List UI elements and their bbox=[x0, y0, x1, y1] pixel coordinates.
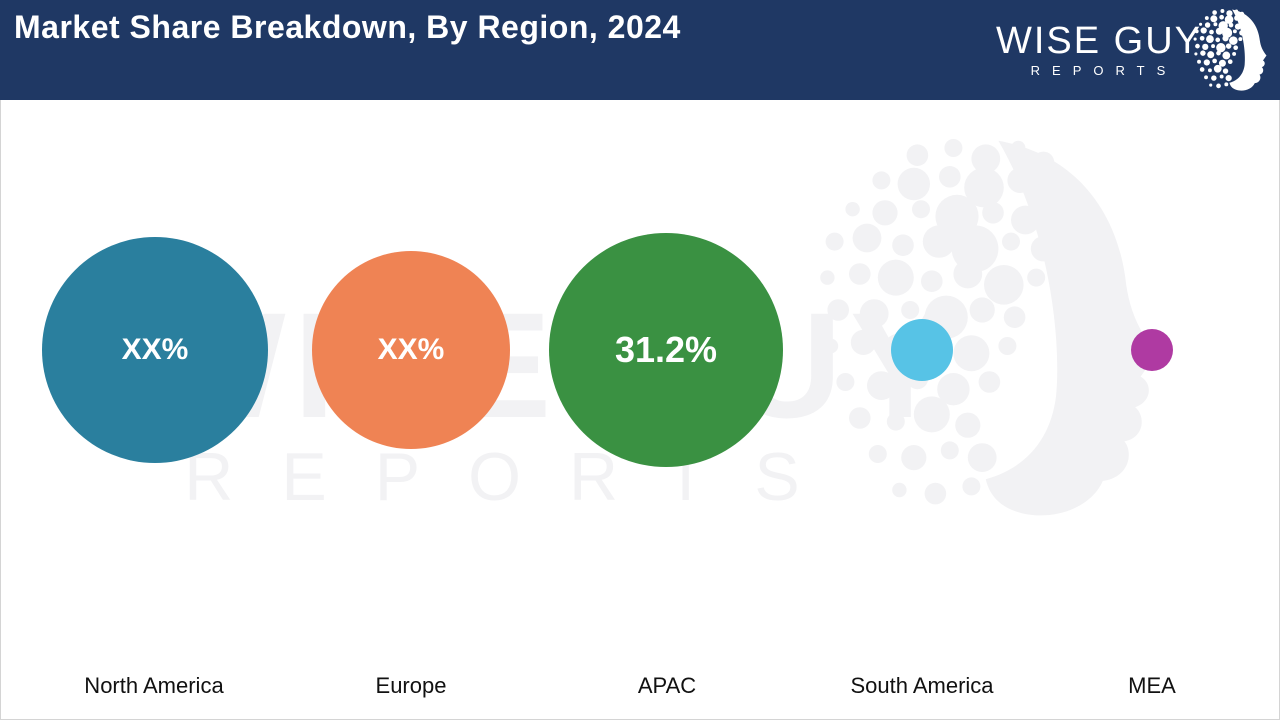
watermark-subtext: REPORTS bbox=[184, 439, 847, 515]
chart-canvas: WISE GUY REPORTS XX% XX% 31.2% North Ame… bbox=[0, 100, 1280, 720]
logo-text: WISE GUY REPORTS bbox=[996, 22, 1202, 78]
bubble-apac: 31.2% bbox=[549, 233, 783, 467]
region-label-apac: APAC bbox=[637, 673, 697, 698]
region-label-mea: MEA bbox=[1128, 673, 1176, 698]
page-title: Market Share Breakdown, By Region, 2024 bbox=[14, 9, 681, 45]
bubble-value-europe: XX% bbox=[377, 333, 445, 366]
bubble-mea bbox=[1131, 329, 1173, 371]
bubble-europe: XX% bbox=[312, 251, 510, 449]
region-label-north-america: North America bbox=[84, 673, 224, 698]
logo-wordmark: WISE GUY bbox=[995, 20, 1202, 62]
logo-subtext: REPORTS bbox=[1030, 63, 1178, 78]
header-bar: Market Share Breakdown, By Region, 2024 … bbox=[0, 0, 1280, 100]
region-label-south-america: South America bbox=[850, 673, 994, 698]
bubble-south-america bbox=[891, 319, 953, 381]
watermark-head-icon bbox=[820, 139, 1157, 516]
region-label-europe: Europe bbox=[375, 673, 447, 698]
bubble-value-north-america: XX% bbox=[121, 333, 189, 366]
bubble-north-america: XX% bbox=[42, 237, 268, 463]
bubble-value-apac: 31.2% bbox=[614, 329, 718, 370]
logo-head-icon bbox=[1192, 7, 1270, 93]
wise-guy-logo: WISE GUY REPORTS bbox=[996, 4, 1270, 96]
